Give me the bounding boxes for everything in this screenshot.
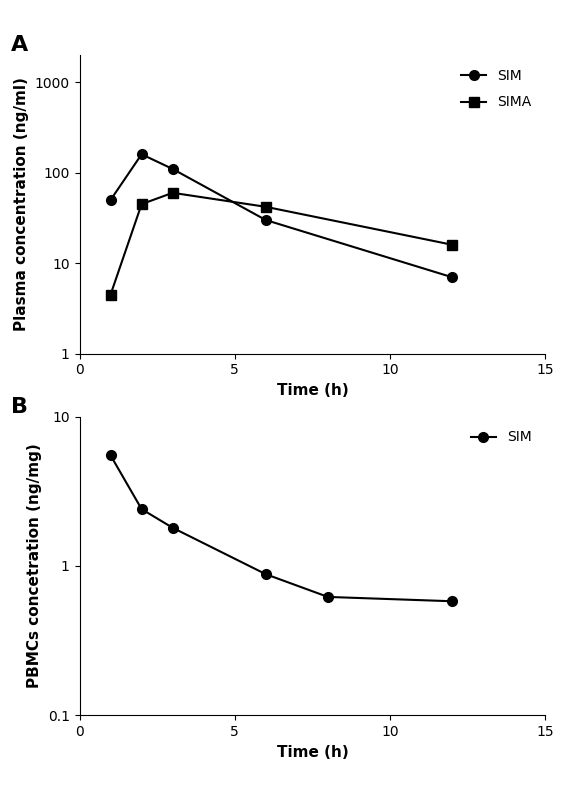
SIMA [138,200,145,209]
SIMA [449,240,456,249]
Legend: SIM, SIMA: SIM, SIMA [454,62,538,116]
Line: SIMA: SIMA [106,188,457,299]
X-axis label: Time (h): Time (h) [277,383,348,398]
Text: B: B [11,397,28,417]
Line: SIM: SIM [106,450,457,606]
SIM [138,149,145,159]
SIM [169,523,176,532]
Y-axis label: PBMCs concetration (ng/mg): PBMCs concetration (ng/mg) [27,443,42,689]
SIM [107,195,114,204]
SIM [169,164,176,174]
SIM [449,273,456,282]
Text: A: A [11,35,28,55]
Line: SIM: SIM [106,149,457,282]
SIM [324,592,331,601]
SIM [107,450,114,460]
SIMA [107,290,114,299]
SIM [262,215,269,225]
SIM [449,597,456,606]
Y-axis label: Plasma concentration (ng/ml): Plasma concentration (ng/ml) [14,78,29,331]
SIM [138,505,145,514]
SIM [262,570,269,579]
SIMA [169,188,176,197]
X-axis label: Time (h): Time (h) [277,744,348,759]
Legend: SIM: SIM [463,424,538,451]
SIMA [262,202,269,211]
